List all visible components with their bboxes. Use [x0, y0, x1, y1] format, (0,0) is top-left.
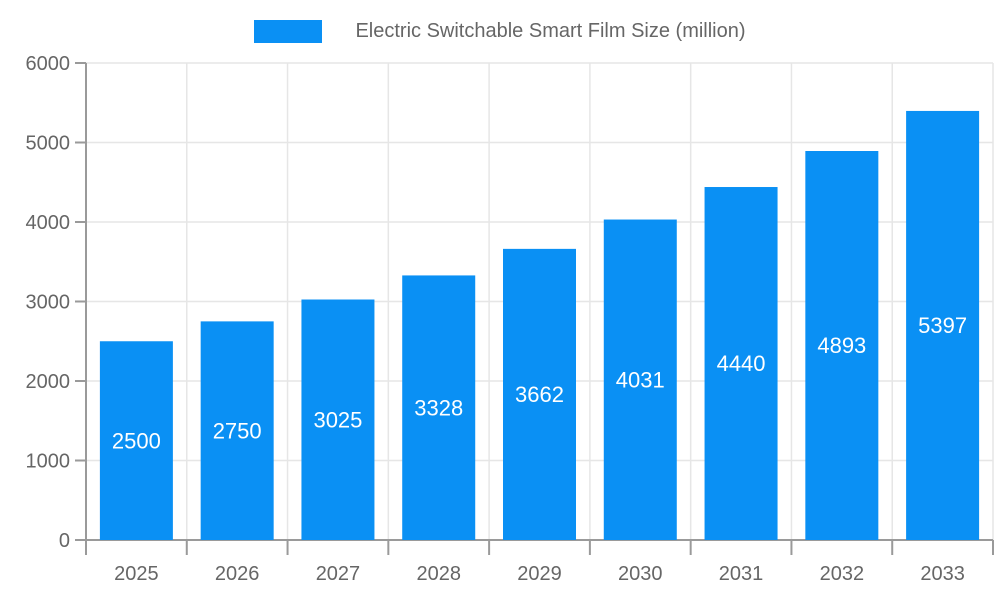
- y-tick-label: 4000: [26, 212, 71, 234]
- x-tick-label: 2025: [114, 563, 159, 585]
- bar[interactable]: [906, 110, 980, 540]
- bar[interactable]: [301, 299, 375, 540]
- bar-value-label: 4031: [616, 367, 665, 392]
- x-tick-label: 2030: [618, 563, 663, 585]
- bar[interactable]: [503, 248, 576, 540]
- bar-value-label: 2750: [213, 418, 262, 443]
- bar[interactable]: [704, 187, 778, 540]
- chart-legend[interactable]: Electric Switchable Smart Film Size (mil…: [0, 17, 1000, 45]
- bar-value-label: 4440: [717, 351, 766, 376]
- bar-value-label: 4893: [817, 333, 866, 358]
- x-tick-label: 2033: [920, 563, 965, 585]
- y-tick-label: 3000: [26, 292, 71, 314]
- x-tick-label: 2026: [215, 563, 260, 585]
- legend-label: Electric Switchable Smart Film Size (mil…: [355, 19, 746, 42]
- x-tick-label: 2027: [316, 563, 361, 585]
- bar[interactable]: [200, 321, 274, 540]
- bar[interactable]: [99, 341, 173, 540]
- y-tick-label: 2000: [26, 371, 71, 393]
- y-tick-label: 1000: [26, 451, 71, 473]
- x-tick-label: 2032: [820, 563, 865, 585]
- x-tick-label: 2028: [416, 563, 461, 585]
- bar-value-label: 3662: [515, 382, 564, 407]
- y-tick-label: 5000: [26, 133, 71, 155]
- bar[interactable]: [805, 151, 879, 540]
- x-tick-label: 2029: [517, 563, 562, 585]
- x-tick-label: 2031: [719, 563, 764, 585]
- y-tick-label: 0: [59, 530, 70, 552]
- bar[interactable]: [402, 275, 476, 540]
- legend-swatch: [254, 19, 323, 43]
- bar-value-label: 2500: [112, 428, 161, 453]
- bar-value-label: 3328: [414, 395, 463, 420]
- bar-value-label: 5397: [918, 313, 967, 338]
- bar[interactable]: [603, 219, 677, 540]
- bar-value-label: 3025: [313, 407, 362, 432]
- y-tick-label: 6000: [26, 53, 71, 75]
